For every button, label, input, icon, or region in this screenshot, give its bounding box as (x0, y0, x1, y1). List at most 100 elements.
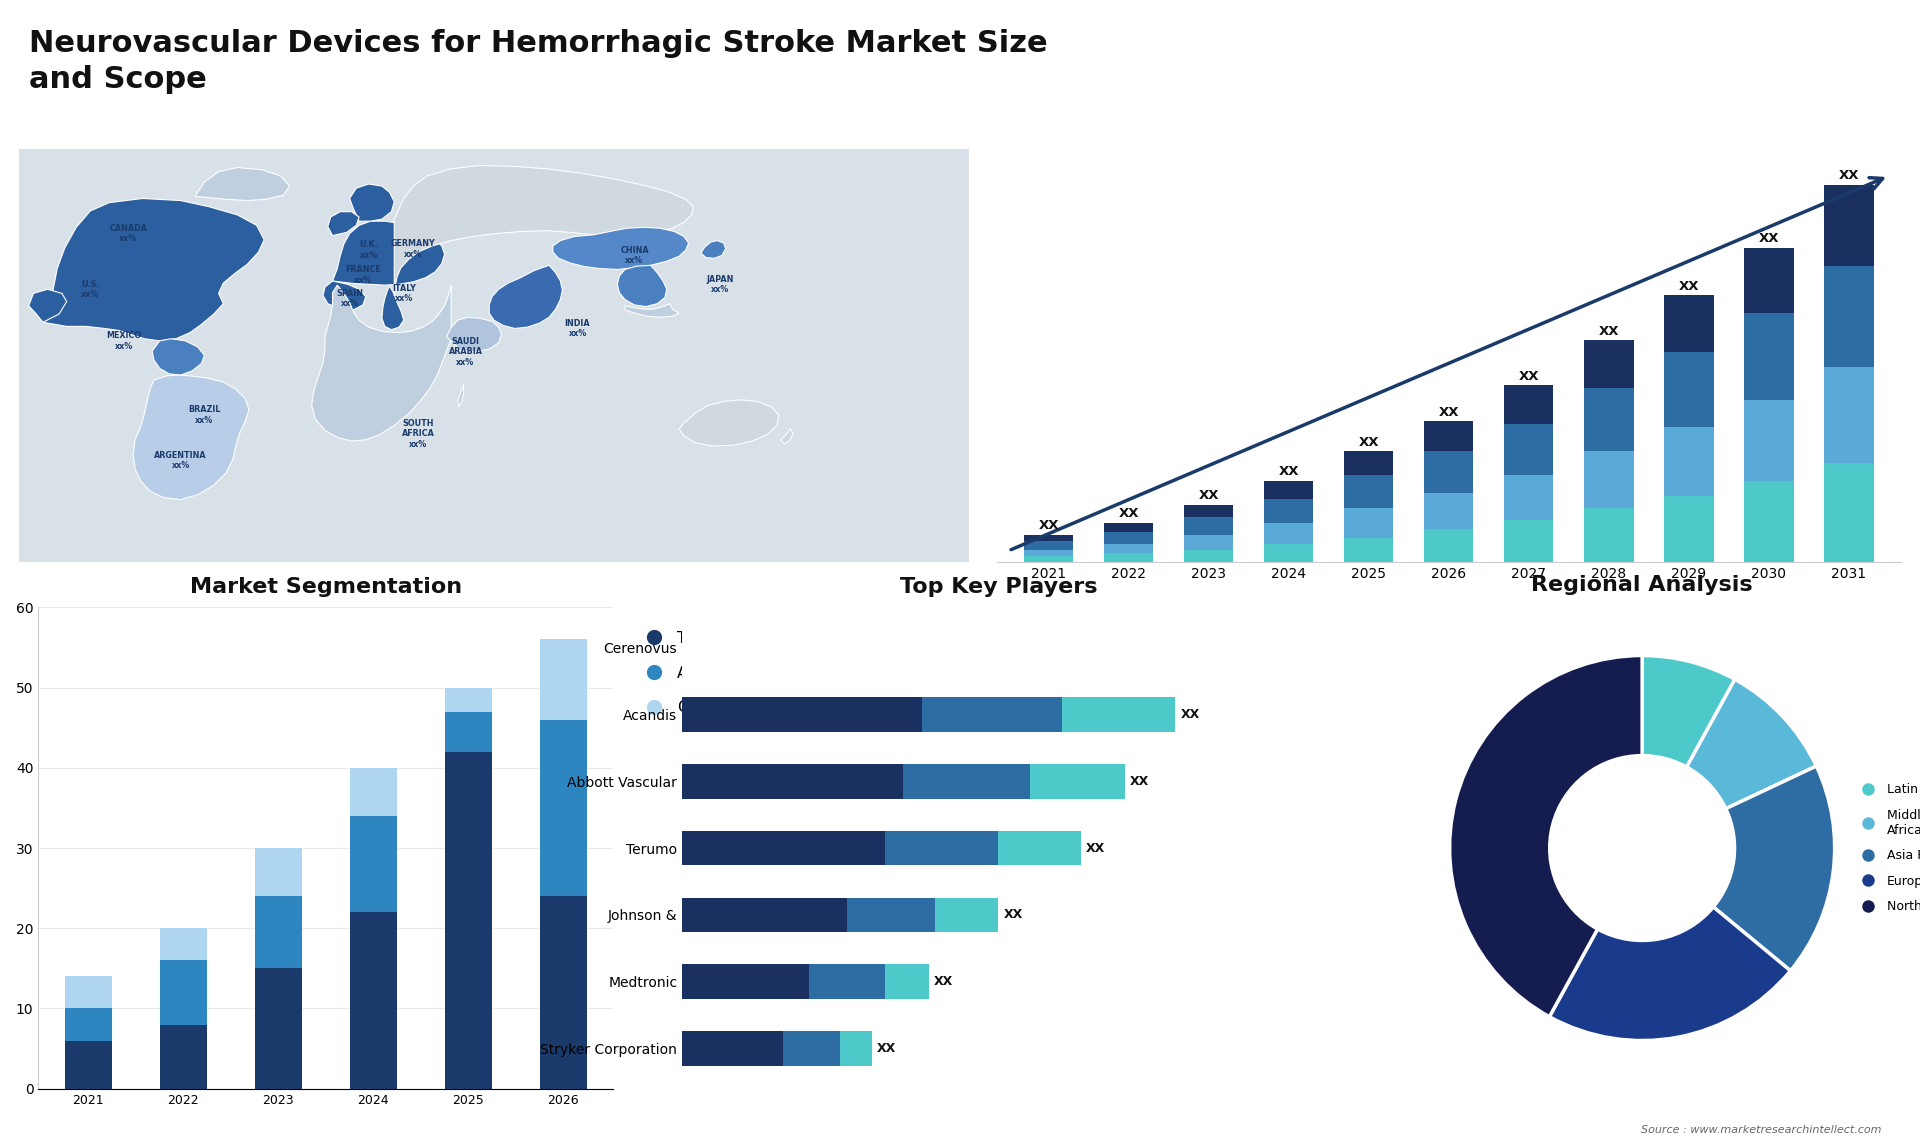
Text: ITALY
xx%: ITALY xx% (392, 284, 417, 303)
Bar (445, 712, 492, 752)
Bar (1824, 367, 1874, 463)
Text: XX: XX (933, 975, 952, 988)
Bar (1743, 400, 1793, 481)
Bar (1824, 266, 1874, 367)
Bar (1425, 450, 1473, 493)
Text: XX: XX (1039, 519, 1058, 532)
Text: XX: XX (1181, 708, 1200, 721)
Text: CANADA
xx%: CANADA xx% (109, 223, 148, 243)
Bar (682, 964, 808, 999)
Wedge shape (1642, 656, 1736, 767)
Bar (1023, 535, 1073, 541)
Bar (1824, 185, 1874, 266)
Polygon shape (553, 227, 689, 269)
Polygon shape (382, 286, 403, 330)
Polygon shape (311, 285, 451, 441)
Bar (682, 897, 847, 933)
Text: MEXICO
xx%: MEXICO xx% (106, 331, 142, 351)
Polygon shape (626, 304, 680, 317)
Text: CHINA
xx%: CHINA xx% (620, 245, 649, 265)
Bar (349, 912, 397, 1089)
Polygon shape (328, 212, 359, 236)
Bar (885, 831, 998, 865)
Bar (1023, 556, 1073, 562)
Bar (255, 896, 301, 968)
Text: XX: XX (1438, 406, 1459, 418)
Bar (159, 1025, 207, 1089)
Bar (1104, 532, 1154, 543)
Bar (1263, 543, 1313, 562)
Bar (1584, 508, 1634, 562)
Text: XX: XX (1357, 435, 1379, 448)
Polygon shape (194, 167, 290, 201)
Bar (885, 964, 929, 999)
Bar (1263, 523, 1313, 543)
Bar (1344, 537, 1394, 562)
Bar (540, 896, 588, 1089)
Text: M: M (1686, 52, 1711, 76)
Bar (1185, 517, 1233, 535)
Bar (1584, 450, 1634, 508)
Text: XX: XX (1519, 370, 1540, 383)
Bar (1743, 481, 1793, 562)
Bar (1503, 424, 1553, 474)
Bar (1185, 550, 1233, 562)
Bar (847, 897, 935, 933)
Bar (159, 960, 207, 1025)
Bar (255, 968, 301, 1089)
Bar (1425, 421, 1473, 450)
Title: Regional Analysis: Regional Analysis (1532, 574, 1753, 595)
Polygon shape (152, 339, 204, 375)
Bar (1023, 550, 1073, 556)
Title: Top Key Players: Top Key Players (900, 578, 1096, 597)
Bar (1344, 450, 1394, 474)
Bar (1425, 493, 1473, 528)
Title: Market Segmentation: Market Segmentation (190, 578, 463, 597)
Polygon shape (490, 266, 563, 329)
Text: XX: XX (1678, 280, 1699, 293)
Text: XX: XX (1279, 465, 1298, 478)
Bar (682, 763, 904, 799)
Polygon shape (447, 317, 501, 352)
Text: RESEARCH: RESEARCH (1789, 64, 1851, 73)
Bar (1743, 248, 1793, 313)
Bar (1665, 496, 1713, 562)
Bar (1062, 697, 1175, 732)
Polygon shape (29, 289, 67, 322)
Text: XX: XX (1839, 170, 1859, 182)
Bar (1503, 519, 1553, 562)
Bar (1104, 523, 1154, 532)
Bar (1104, 543, 1154, 552)
Text: SOUTH
AFRICA
xx%: SOUTH AFRICA xx% (401, 418, 434, 448)
Text: INDIA
xx%: INDIA xx% (564, 319, 589, 338)
Polygon shape (42, 198, 265, 340)
Bar (1263, 481, 1313, 499)
Text: GERMANY
xx%: GERMANY xx% (392, 240, 436, 259)
Text: XX: XX (1004, 909, 1023, 921)
Bar (935, 897, 998, 933)
Bar (682, 831, 885, 865)
Bar (65, 976, 111, 1008)
Text: SPAIN
xx%: SPAIN xx% (336, 289, 363, 308)
Text: JAPAN
xx%: JAPAN xx% (707, 275, 733, 295)
Text: MARKET: MARKET (1789, 41, 1837, 52)
Bar (349, 816, 397, 912)
Bar (1824, 463, 1874, 562)
Polygon shape (394, 165, 693, 296)
Bar (445, 752, 492, 1089)
Polygon shape (457, 384, 463, 407)
Wedge shape (1713, 766, 1836, 971)
Polygon shape (618, 266, 666, 307)
Polygon shape (132, 375, 250, 500)
Wedge shape (1450, 656, 1642, 1017)
Text: XX: XX (1117, 508, 1139, 520)
Text: XX: XX (1599, 325, 1619, 338)
Text: XX: XX (1129, 775, 1148, 787)
Text: FRANCE
xx%: FRANCE xx% (346, 265, 380, 284)
Text: Source : www.marketresearchintellect.com: Source : www.marketresearchintellect.com (1642, 1124, 1882, 1135)
Bar (998, 831, 1081, 865)
Polygon shape (332, 221, 445, 285)
Bar (1503, 474, 1553, 519)
Text: XX: XX (1759, 233, 1780, 245)
Wedge shape (1549, 906, 1791, 1041)
